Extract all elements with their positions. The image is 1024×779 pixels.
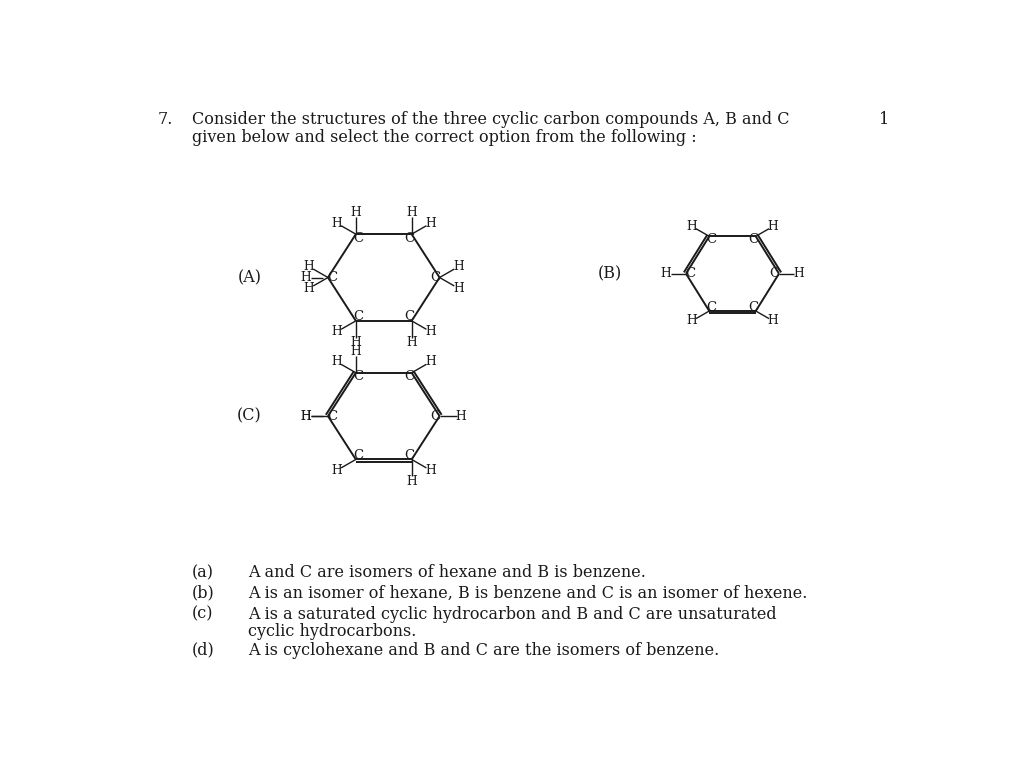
Text: C: C [353,231,364,245]
Text: H: H [350,206,361,219]
Text: H: H [332,355,342,368]
Text: 7.: 7. [158,111,173,129]
Text: H: H [686,315,697,327]
Text: H: H [768,220,778,233]
Text: H: H [407,206,417,219]
Text: C: C [749,301,759,314]
Text: (A): (A) [238,269,261,286]
Text: (a): (a) [191,564,214,581]
Text: A is cyclohexane and B and C are the isomers of benzene.: A is cyclohexane and B and C are the iso… [248,642,720,659]
Text: H: H [425,464,436,477]
Text: (C): (C) [237,407,261,425]
Text: C: C [707,234,717,246]
Text: C: C [328,271,338,284]
Text: H: H [300,271,311,284]
Text: C: C [770,267,780,280]
Text: (c): (c) [191,605,213,622]
Text: H: H [660,267,672,280]
Text: H: H [794,267,805,280]
Text: H: H [768,315,778,327]
Text: C: C [707,301,717,314]
Text: C: C [430,410,440,423]
Text: C: C [353,449,364,462]
Text: C: C [328,410,338,423]
Text: C: C [685,267,695,280]
Text: H: H [300,410,311,423]
Text: C: C [404,449,414,462]
Text: H: H [407,336,417,349]
Text: C: C [430,271,440,284]
Text: H: H [686,220,697,233]
Text: C: C [404,311,414,323]
Text: C: C [404,231,414,245]
Text: A and C are isomers of hexane and B is benzene.: A and C are isomers of hexane and B is b… [248,564,646,581]
Text: H: H [407,474,417,488]
Text: H: H [456,410,467,423]
Text: H: H [332,325,342,338]
Text: H: H [453,260,464,273]
Text: A is an isomer of hexane, B is benzene and C is an isomer of hexene.: A is an isomer of hexane, B is benzene a… [248,585,808,601]
Text: (b): (b) [191,585,214,601]
Text: H: H [332,217,342,230]
Text: H: H [301,410,311,423]
Text: H: H [350,336,361,349]
Text: H: H [304,282,314,294]
Text: H: H [425,355,436,368]
Text: C: C [749,234,759,246]
Text: H: H [332,464,342,477]
Text: H: H [425,325,436,338]
Text: Consider the structures of the three cyclic carbon compounds A, B and C: Consider the structures of the three cyc… [191,111,790,129]
Text: H: H [425,217,436,230]
Text: H: H [453,282,464,294]
Text: 1: 1 [879,111,889,129]
Text: C: C [353,370,364,383]
Text: C: C [353,311,364,323]
Text: A is a saturated cyclic hydrocarbon and B and C are unsaturated: A is a saturated cyclic hydrocarbon and … [248,605,777,622]
Text: given below and select the correct option from the following :: given below and select the correct optio… [191,129,696,146]
Text: (B): (B) [598,265,623,282]
Text: H: H [304,260,314,273]
Text: H: H [350,344,361,358]
Text: C: C [404,370,414,383]
Text: cyclic hydrocarbons.: cyclic hydrocarbons. [248,623,417,640]
Text: (d): (d) [191,642,214,659]
